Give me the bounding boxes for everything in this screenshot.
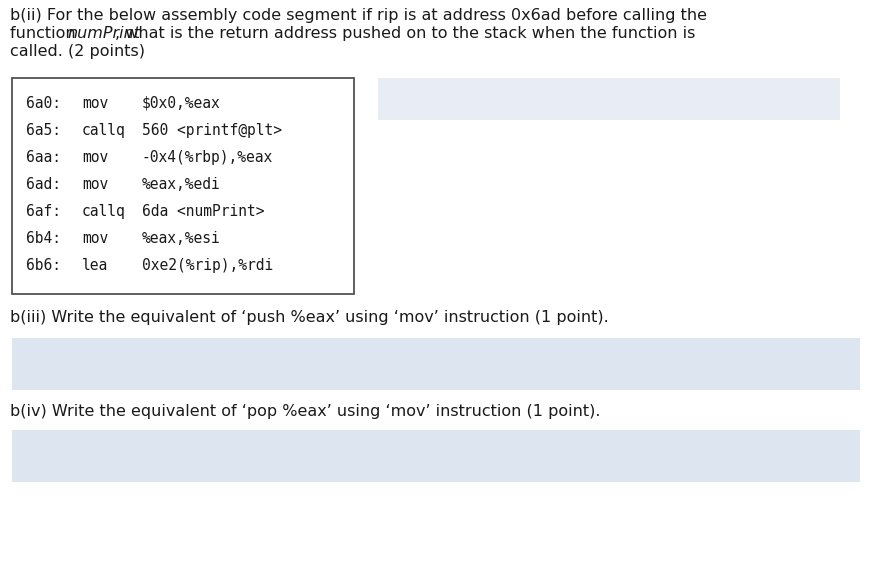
Text: 6a5:: 6a5: [26,123,61,138]
Text: callq: callq [82,204,126,219]
Text: 6da <numPrint>: 6da <numPrint> [142,204,265,219]
Text: 0xe2(%rip),%rdi: 0xe2(%rip),%rdi [142,258,274,273]
Text: called. (2 points): called. (2 points) [10,44,145,59]
Text: mov: mov [82,150,108,165]
Text: b(iv) Write the equivalent of ‘pop %eax’ using ‘mov’ instruction (1 point).: b(iv) Write the equivalent of ‘pop %eax’… [10,404,600,419]
FancyBboxPatch shape [12,78,354,294]
Text: %eax,%edi: %eax,%edi [142,177,221,192]
Text: 6ad:: 6ad: [26,177,61,192]
Text: 6a0:: 6a0: [26,96,61,111]
Text: 6b4:: 6b4: [26,231,61,246]
Text: -0x4(%rbp),%eax: -0x4(%rbp),%eax [142,150,274,165]
Text: b(ii) For the below assembly code segment if rip is at address 0x6ad before call: b(ii) For the below assembly code segmen… [10,8,707,23]
FancyBboxPatch shape [378,78,840,120]
Text: 560 <printf@plt>: 560 <printf@plt> [142,123,282,138]
Text: 6af:: 6af: [26,204,61,219]
FancyBboxPatch shape [12,430,860,482]
Text: , what is the return address pushed on to the stack when the function is: , what is the return address pushed on t… [115,26,696,41]
Text: mov: mov [82,96,108,111]
Text: 6aa:: 6aa: [26,150,61,165]
Text: mov: mov [82,177,108,192]
Text: function: function [10,26,80,41]
Text: lea: lea [82,258,108,273]
Text: $0x0,%eax: $0x0,%eax [142,96,221,111]
Text: numPrint: numPrint [67,26,140,41]
Text: %eax,%esi: %eax,%esi [142,231,221,246]
FancyBboxPatch shape [12,338,860,390]
Text: b(iii) Write the equivalent of ‘push %eax’ using ‘mov’ instruction (1 point).: b(iii) Write the equivalent of ‘push %ea… [10,310,609,325]
Text: 6b6:: 6b6: [26,258,61,273]
Text: callq: callq [82,123,126,138]
Text: mov: mov [82,231,108,246]
